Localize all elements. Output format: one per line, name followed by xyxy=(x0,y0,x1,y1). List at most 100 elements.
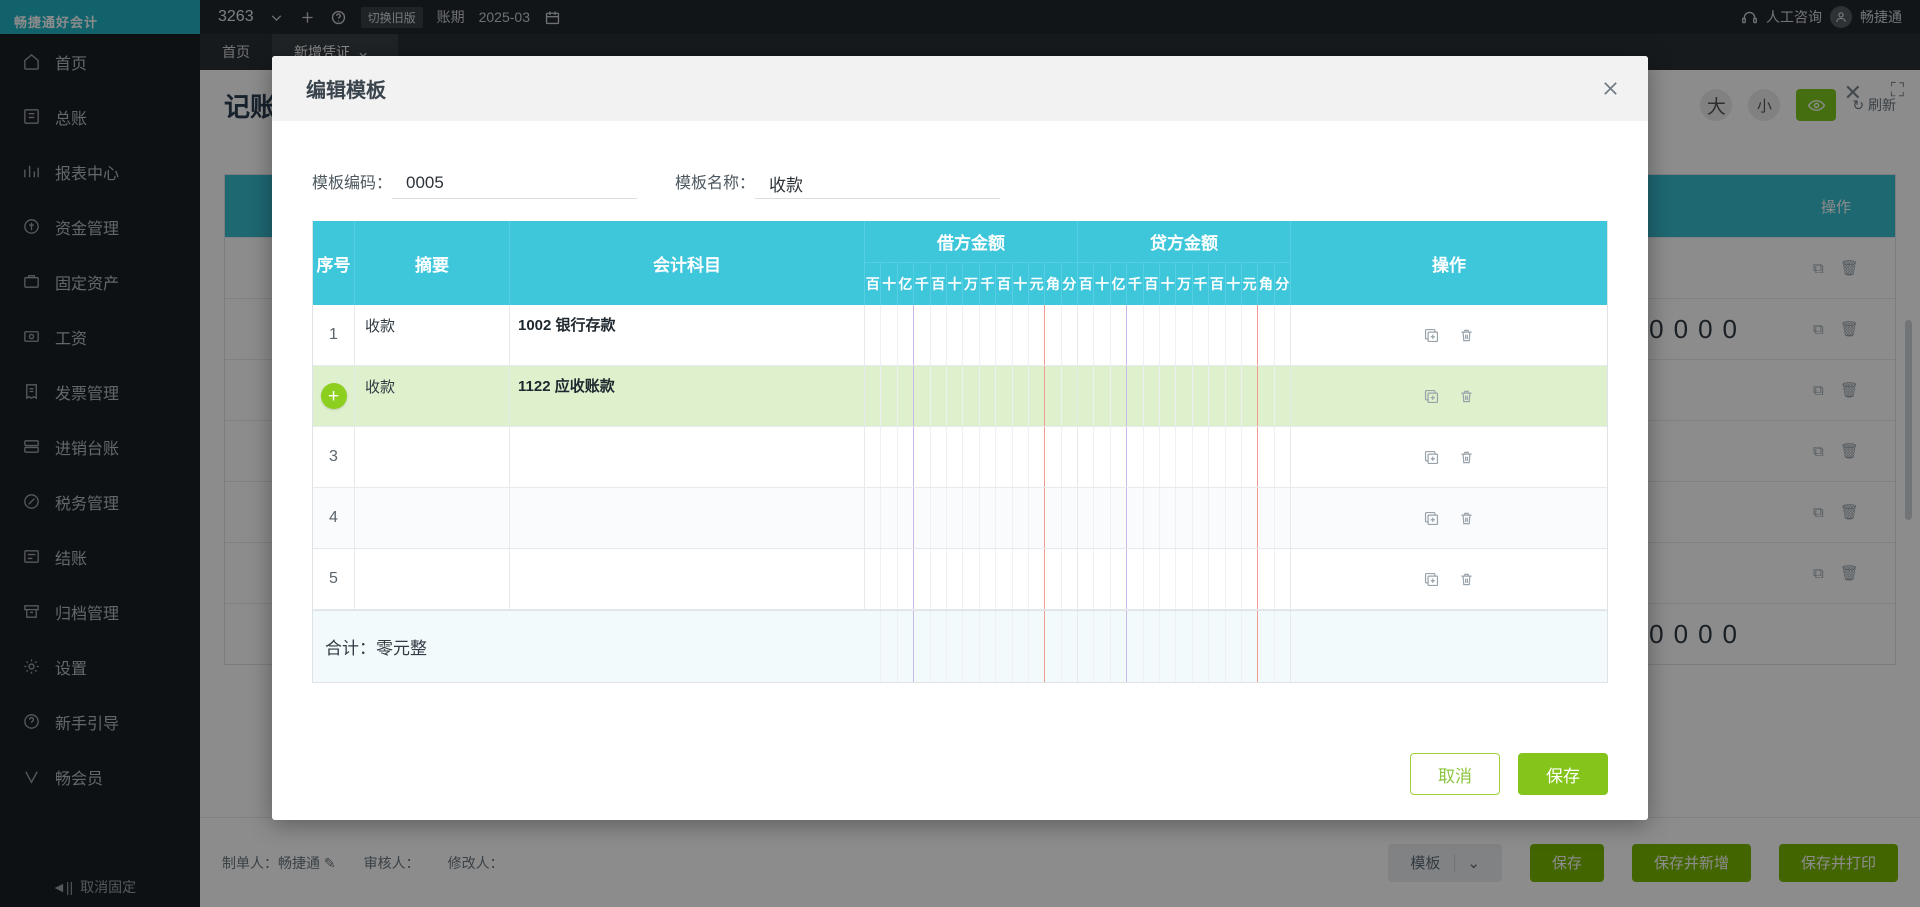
sidebar-item-7[interactable]: 进销台账 xyxy=(0,419,200,474)
user-name[interactable]: 畅捷通 xyxy=(1860,9,1902,25)
amount-digit-11[interactable] xyxy=(1258,366,1275,426)
amount-digit-3[interactable] xyxy=(1127,427,1144,487)
amount-digit-8[interactable] xyxy=(996,488,1013,548)
trash-icon[interactable]: 🗑 xyxy=(1839,260,1859,277)
row-credit-amount[interactable] xyxy=(1078,488,1291,548)
copy-add-icon[interactable]: ⧉ xyxy=(1813,382,1824,399)
amount-digit-10[interactable] xyxy=(1242,488,1259,548)
page-close-icon[interactable]: ✕ xyxy=(1843,80,1862,105)
amount-digit-8[interactable] xyxy=(1209,549,1226,609)
copy-add-icon[interactable] xyxy=(1423,327,1440,344)
amount-digit-11[interactable] xyxy=(1258,305,1275,365)
period-value[interactable]: 2025-03 xyxy=(478,9,530,25)
amount-digit-4[interactable] xyxy=(931,427,947,487)
zoom-in-button[interactable]: 大 xyxy=(1700,89,1733,121)
amount-digit-5[interactable] xyxy=(947,305,964,365)
sidebar-item-13[interactable]: 畅会员 xyxy=(0,749,200,804)
amount-digit-3[interactable] xyxy=(914,549,931,609)
amount-digit-10[interactable] xyxy=(1242,305,1259,365)
amount-digit-5[interactable] xyxy=(947,366,964,426)
amount-digit-7[interactable] xyxy=(1193,549,1210,609)
row-account[interactable] xyxy=(510,549,865,609)
close-icon[interactable] xyxy=(1596,75,1624,103)
trash-icon[interactable]: 🗑 xyxy=(1839,443,1859,460)
amount-digit-1[interactable] xyxy=(1094,427,1111,487)
amount-digit-12[interactable] xyxy=(1062,305,1077,365)
amount-digit-0[interactable] xyxy=(865,427,882,487)
trash-icon[interactable] xyxy=(1458,571,1475,588)
row-account[interactable] xyxy=(510,427,865,487)
amount-digit-0[interactable] xyxy=(865,488,882,548)
amount-digit-12[interactable] xyxy=(1062,427,1077,487)
amount-digit-8[interactable] xyxy=(996,366,1013,426)
amount-digit-7[interactable] xyxy=(980,488,997,548)
amount-digit-12[interactable] xyxy=(1275,549,1290,609)
amount-digit-9[interactable] xyxy=(1226,488,1242,548)
calendar-icon[interactable] xyxy=(544,9,561,26)
amount-digit-0[interactable] xyxy=(865,366,882,426)
amount-digit-1[interactable] xyxy=(881,366,898,426)
amount-digit-2[interactable] xyxy=(1111,549,1128,609)
copy-add-icon[interactable]: ⧉ xyxy=(1813,565,1824,582)
amount-digit-9[interactable] xyxy=(1226,427,1242,487)
amount-digit-6[interactable] xyxy=(963,305,980,365)
save-button[interactable]: 保存 xyxy=(1518,753,1608,795)
refresh-button[interactable]: ↻ 刷新 xyxy=(1852,97,1896,113)
row-summary[interactable] xyxy=(355,488,510,548)
copy-add-icon[interactable]: ⧉ xyxy=(1813,321,1824,338)
amount-digit-7[interactable] xyxy=(1193,305,1210,365)
amount-digit-2[interactable] xyxy=(898,488,915,548)
amount-digit-4[interactable] xyxy=(1144,549,1160,609)
amount-digit-6[interactable] xyxy=(963,488,980,548)
template-name-input[interactable] xyxy=(755,173,1001,199)
row-account[interactable] xyxy=(510,488,865,548)
amount-digit-4[interactable] xyxy=(1144,427,1160,487)
amount-digit-8[interactable] xyxy=(1209,366,1226,426)
row-credit-amount[interactable] xyxy=(1078,305,1291,365)
copy-add-icon[interactable] xyxy=(1423,510,1440,527)
amount-digit-3[interactable] xyxy=(914,427,931,487)
amount-digit-9[interactable] xyxy=(1226,305,1242,365)
row-credit-amount[interactable] xyxy=(1078,427,1291,487)
amount-digit-1[interactable] xyxy=(1094,488,1111,548)
amount-digit-0[interactable] xyxy=(1078,366,1095,426)
amount-digit-8[interactable] xyxy=(996,305,1013,365)
amount-digit-0[interactable] xyxy=(865,305,882,365)
amount-digit-7[interactable] xyxy=(1193,427,1210,487)
table-row[interactable]: 3 xyxy=(313,427,1607,488)
amount-digit-2[interactable] xyxy=(898,305,915,365)
amount-digit-4[interactable] xyxy=(931,549,947,609)
amount-digit-2[interactable] xyxy=(1111,488,1128,548)
save-and-new-button[interactable]: 保存并新增 xyxy=(1631,843,1751,882)
amount-digit-2[interactable] xyxy=(1111,366,1128,426)
sidebar-item-11[interactable]: 设置 xyxy=(0,639,200,694)
row-credit-amount[interactable] xyxy=(1078,366,1291,426)
amount-digit-9[interactable] xyxy=(1013,305,1029,365)
row-debit-amount[interactable] xyxy=(865,427,1078,487)
amount-digit-4[interactable] xyxy=(931,488,947,548)
row-account[interactable]: 1122 应收账款 xyxy=(510,366,865,426)
amount-digit-11[interactable] xyxy=(1045,427,1062,487)
amount-digit-3[interactable] xyxy=(914,305,931,365)
amount-digit-5[interactable] xyxy=(947,427,964,487)
amount-digit-6[interactable] xyxy=(963,366,980,426)
amount-digit-6[interactable] xyxy=(1176,427,1193,487)
copy-add-icon[interactable] xyxy=(1423,388,1440,405)
amount-digit-6[interactable] xyxy=(1176,488,1193,548)
amount-digit-10[interactable] xyxy=(1029,549,1046,609)
amount-digit-7[interactable] xyxy=(980,366,997,426)
switch-legacy-button[interactable]: 切换旧版 xyxy=(360,6,423,28)
amount-digit-1[interactable] xyxy=(1094,549,1111,609)
save-button[interactable]: 保存 xyxy=(1529,843,1604,882)
edit-pencil-icon[interactable]: ✎ xyxy=(323,854,336,871)
amount-digit-11[interactable] xyxy=(1258,488,1275,548)
preview-eye-icon[interactable] xyxy=(1796,89,1837,121)
amount-digit-1[interactable] xyxy=(1094,305,1111,365)
sidebar-item-2[interactable]: 报表中心 xyxy=(0,144,200,199)
page-fullscreen-icon[interactable]: ⛶ xyxy=(1890,80,1904,101)
table-row[interactable]: 4 xyxy=(313,488,1607,549)
row-debit-amount[interactable] xyxy=(865,488,1078,548)
amount-digit-10[interactable] xyxy=(1242,366,1259,426)
trash-icon[interactable] xyxy=(1458,388,1475,405)
amount-digit-2[interactable] xyxy=(898,427,915,487)
